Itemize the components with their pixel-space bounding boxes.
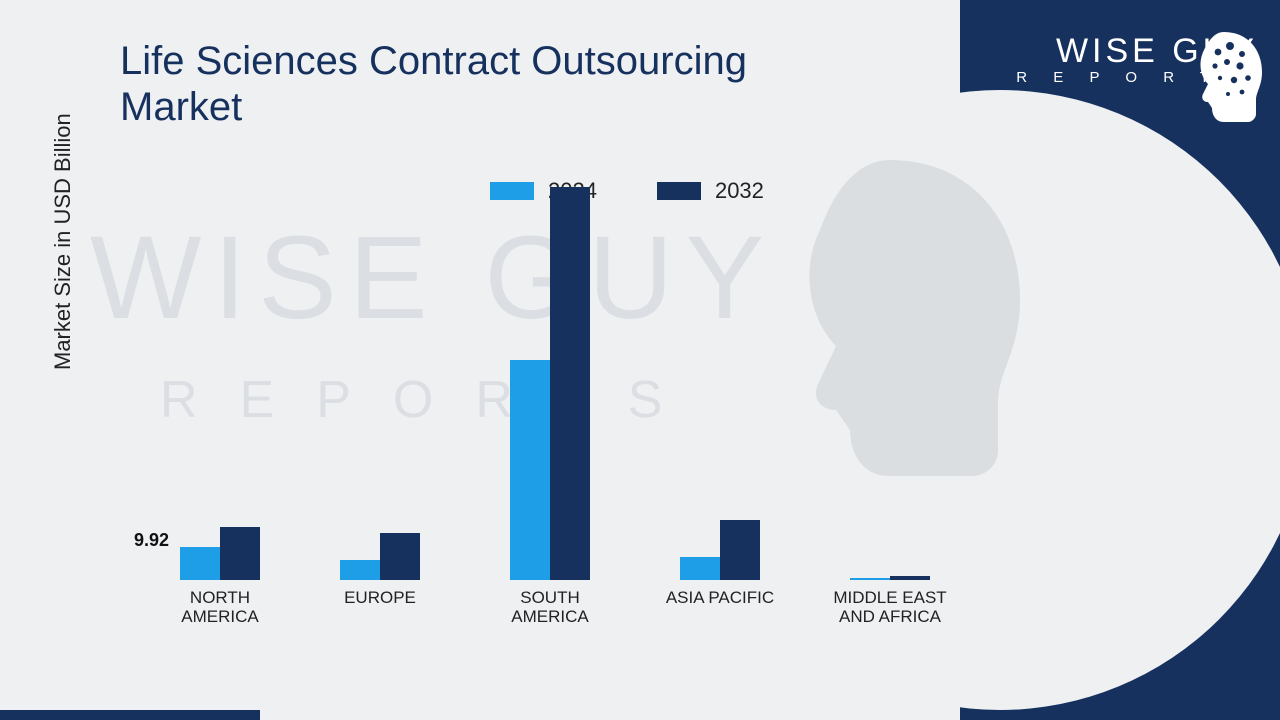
bar-s2032 [550, 187, 590, 580]
plot-area: 9.92NORTH AMERICAEUROPESOUTH AMERICAASIA… [120, 180, 940, 580]
bar-s2024 [180, 547, 220, 580]
bottom-accent-strip [0, 710, 260, 720]
bar-s2032 [720, 520, 760, 580]
category-label: SOUTH AMERICA [480, 588, 620, 626]
bar-s2024 [850, 578, 890, 580]
y-axis-label: Market Size in USD Billion [50, 113, 76, 370]
chart-title: Life Sciences Contract Outsourcing Marke… [120, 38, 860, 130]
bar-s2024 [510, 360, 550, 580]
category-label: EUROPE [310, 588, 450, 607]
category-label: MIDDLE EAST AND AFRICA [820, 588, 960, 626]
bar-s2032 [890, 576, 930, 580]
bar-s2032 [380, 533, 420, 580]
brand-head-icon [1182, 30, 1266, 124]
category-label: NORTH AMERICA [150, 588, 290, 626]
bar-value-label: 9.92 [134, 530, 169, 551]
bar-s2024 [340, 560, 380, 580]
chart-area: Market Size in USD Billion 9.92NORTH AME… [60, 160, 960, 680]
infographic-canvas: WISE GUY REPORTS Life Sciences Contract … [0, 0, 1280, 720]
category-label: ASIA PACIFIC [650, 588, 790, 607]
bar-s2024 [680, 557, 720, 580]
bar-s2032 [220, 527, 260, 580]
